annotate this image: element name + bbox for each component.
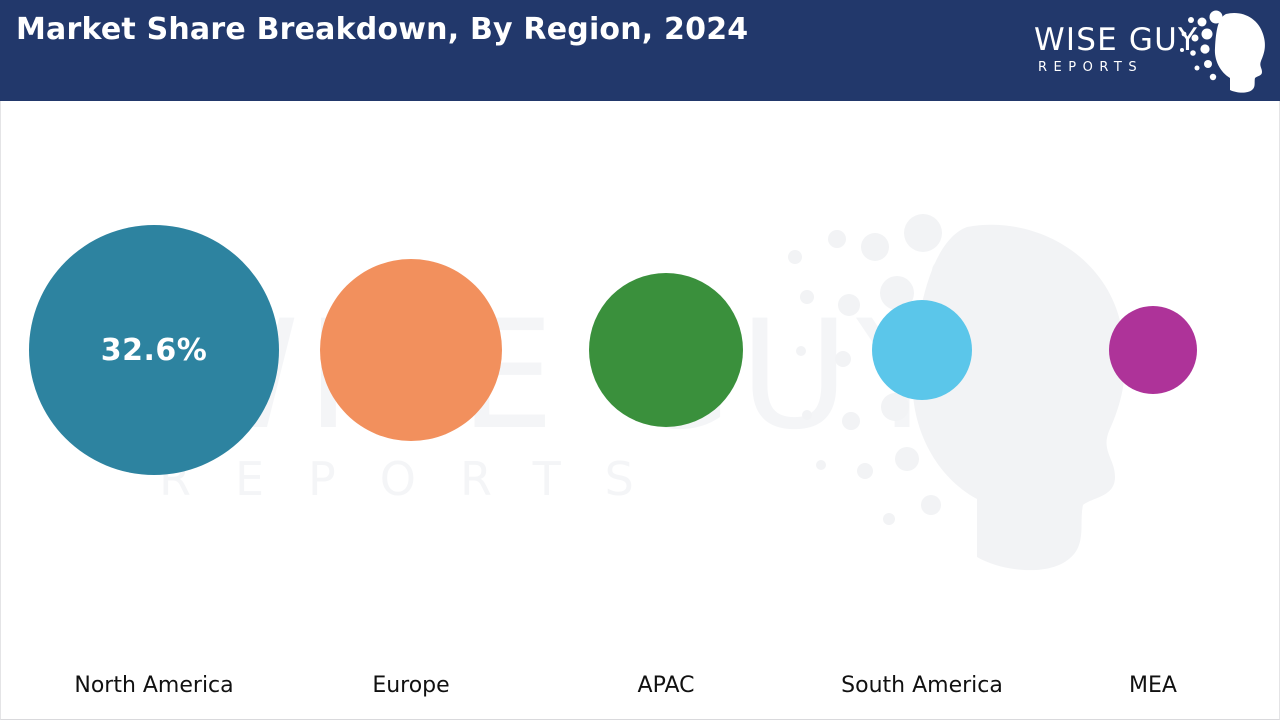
category-label-north-america: North America: [74, 673, 234, 698]
bubble-north-america[interactable]: 32.6%: [29, 225, 279, 475]
page-title: Market Share Breakdown, By Region, 2024: [16, 12, 749, 47]
bubble-value-north-america: 32.6%: [100, 332, 208, 368]
watermark-line-2: REPORTS: [159, 452, 678, 506]
logo-subwordmark: REPORTS: [1038, 60, 1144, 75]
category-label-south-america: South America: [841, 673, 1003, 698]
logo-wordmark: WISE GUY: [1034, 22, 1199, 58]
dotted-head-watermark-icon: [788, 214, 1126, 571]
chart-plot-area: WISE GUY REPORTS: [0, 101, 1280, 720]
chart-header-bar: Market Share Breakdown, By Region, 2024 …: [0, 0, 1280, 101]
category-label-apac: APAC: [637, 673, 695, 698]
dotted-head-logo-icon: [1180, 10, 1265, 93]
bubble-mea[interactable]: [1109, 306, 1197, 394]
bubble-south-america[interactable]: [872, 300, 972, 400]
category-label-mea: MEA: [1129, 673, 1177, 698]
category-label-europe: Europe: [372, 673, 450, 698]
bubble-apac[interactable]: [589, 273, 743, 427]
wise-guy-reports-logo: WISE GUY REPORTS: [1018, 8, 1270, 94]
bubble-europe[interactable]: [320, 259, 502, 441]
